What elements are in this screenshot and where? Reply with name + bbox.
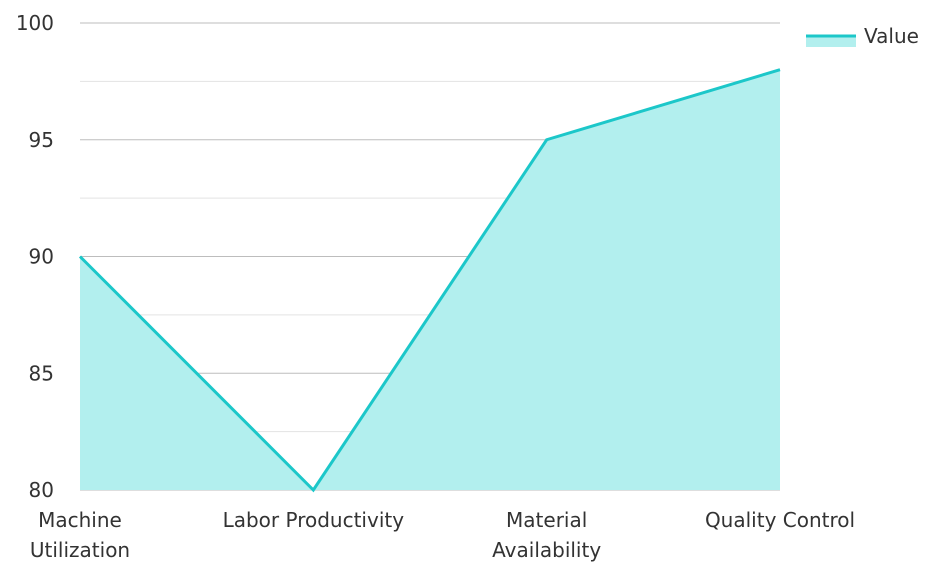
x-axis-tick-labels: Machine Utilization Labor Productivity Mate… (30, 508, 855, 562)
x-tick-label-line: Utilization (30, 538, 130, 562)
y-axis-tick-labels: 80 85 90 95 100 (16, 11, 54, 502)
x-tick-label: Material Availability (492, 508, 601, 562)
legend: Value (806, 24, 919, 48)
y-tick-label: 85 (29, 361, 54, 385)
y-tick-label: 95 (29, 128, 54, 152)
x-tick-label: Machine Utilization (30, 508, 130, 562)
y-tick-label: 80 (29, 478, 54, 502)
x-tick-label: Labor Productivity (223, 508, 405, 532)
x-tick-label-line: Labor Productivity (223, 508, 405, 532)
x-tick-label-line: Machine (38, 508, 122, 532)
series-value-line (78, 68, 781, 493)
x-tick-label-line: Availability (492, 538, 601, 562)
y-tick-label: 90 (29, 245, 54, 269)
x-tick-label: Quality Control (705, 508, 855, 532)
legend-swatch-value (806, 35, 856, 47)
x-tick-label-line: Quality Control (705, 508, 855, 532)
y-tick-label: 100 (16, 11, 54, 35)
series-value-area (80, 69, 780, 490)
legend-label-value: Value (864, 24, 919, 48)
x-tick-label-line: Material (506, 508, 587, 532)
